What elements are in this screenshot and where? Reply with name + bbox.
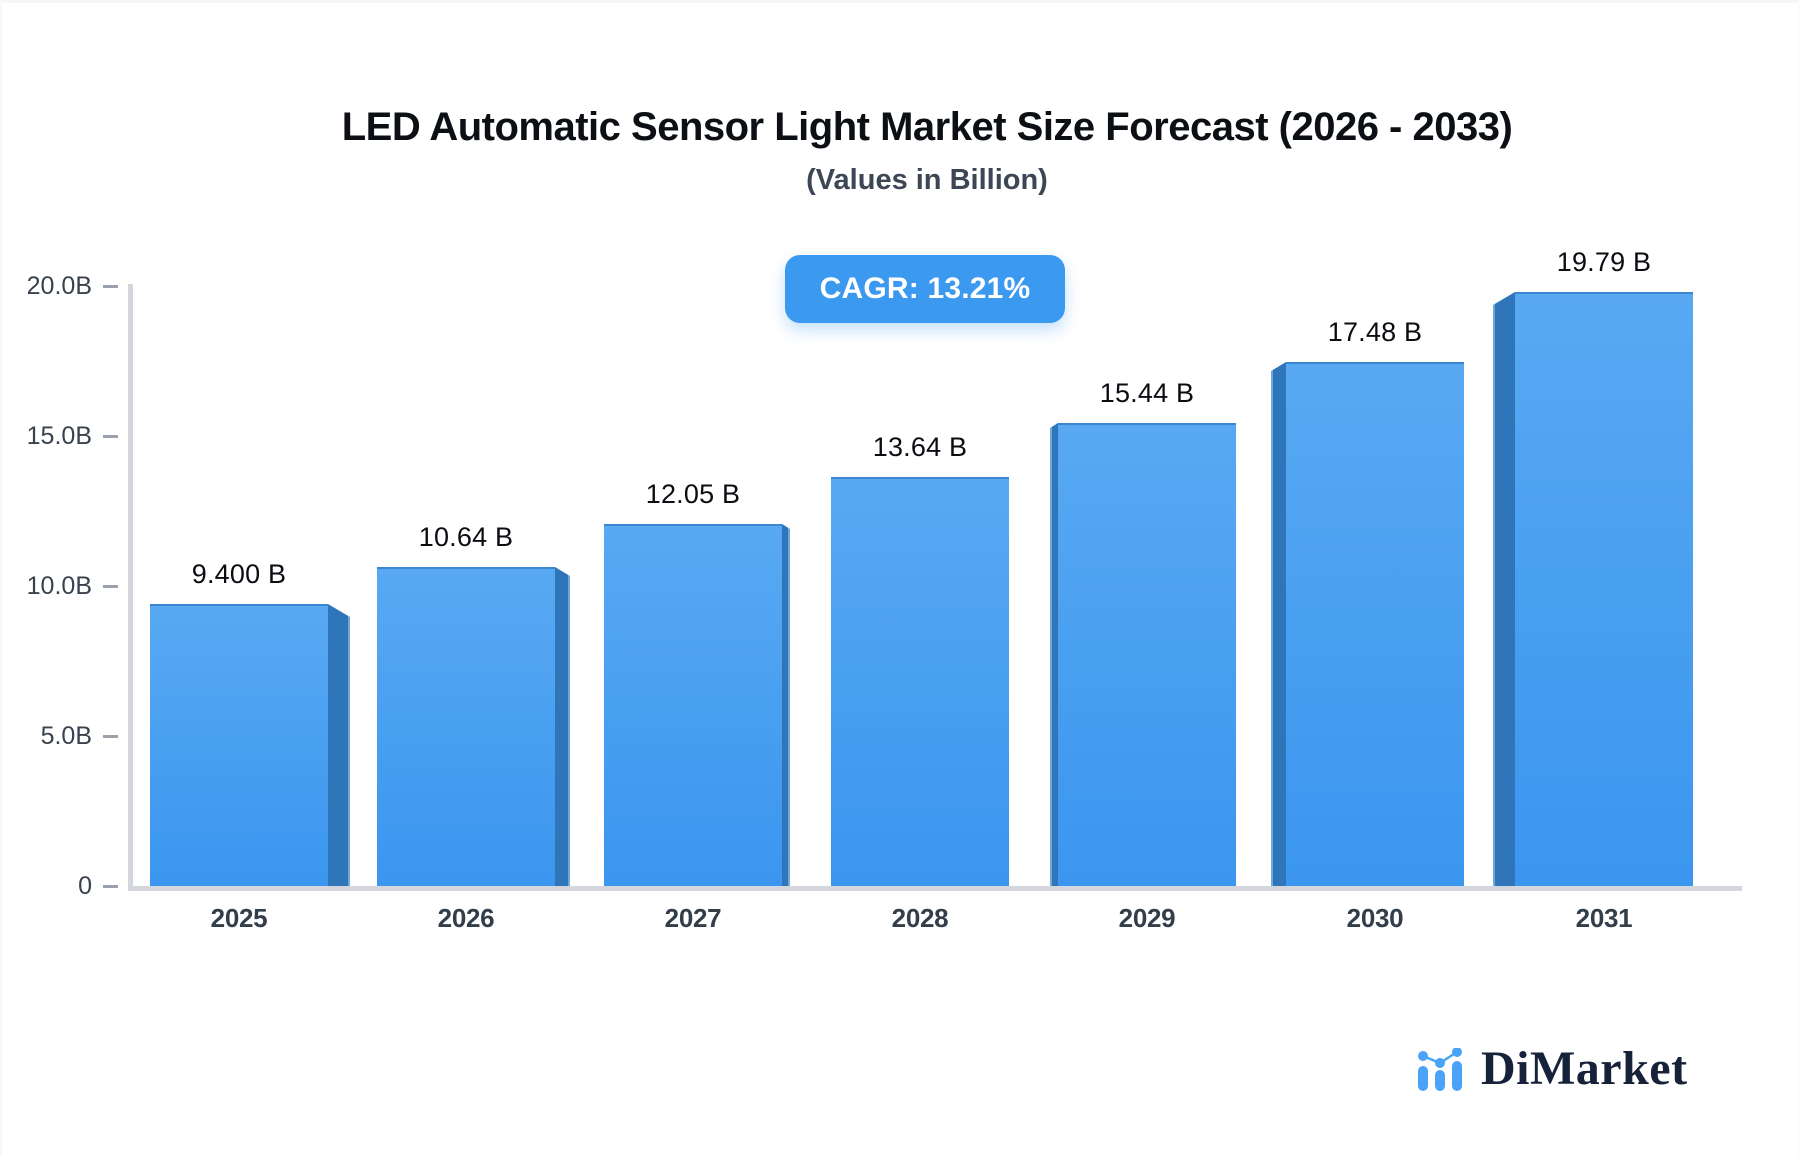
bar-side-2031 xyxy=(1493,292,1515,886)
x-axis-label-2029: 2029 xyxy=(1118,903,1176,933)
bar-2030 xyxy=(1286,362,1464,886)
bar-side-2029 xyxy=(1050,423,1058,886)
y-axis-tick-label: 10.0B xyxy=(26,572,92,600)
bar-value-label-2028: 13.64 B xyxy=(872,432,968,462)
x-axis-label-2030: 2030 xyxy=(1346,903,1404,933)
canvas-top-edge xyxy=(0,0,1800,3)
y-axis-tick-label: 0 xyxy=(78,872,92,900)
bar-side-2030 xyxy=(1271,362,1286,886)
brand-logo-text: DiMarket xyxy=(1481,1042,1688,1095)
bar-2031 xyxy=(1515,292,1693,886)
bar-2028 xyxy=(831,477,1009,886)
bar-value-label-2030: 17.48 B xyxy=(1327,317,1423,347)
bar-2027 xyxy=(604,524,782,886)
bar-side-2027 xyxy=(782,524,790,886)
y-axis-tick xyxy=(103,285,118,288)
bar-side-2025 xyxy=(328,604,350,886)
bar-value-label-2025: 9.400 B xyxy=(191,559,287,589)
cagr-badge-label: CAGR: 13.21% xyxy=(819,272,1031,305)
x-axis-line xyxy=(128,886,1742,891)
bar-value-label-2029: 15.44 B xyxy=(1099,378,1195,408)
x-axis-label-2031: 2031 xyxy=(1575,903,1633,933)
x-axis-label-2027: 2027 xyxy=(664,903,722,933)
cagr-badge: CAGR: 13.21% xyxy=(785,255,1065,323)
chart-header: LED Automatic Sensor Light Market Size F… xyxy=(27,0,1800,197)
bar-chart-logo-icon xyxy=(1418,1048,1462,1091)
bar-value-label-2027: 12.05 B xyxy=(645,479,741,509)
y-axis-tick xyxy=(103,435,118,438)
chart-subtitle: (Values in Billion) xyxy=(806,164,1048,196)
chart-title: LED Automatic Sensor Light Market Size F… xyxy=(341,105,1513,149)
y-axis-tick xyxy=(103,735,118,738)
x-axis-label-2028: 2028 xyxy=(891,903,949,933)
y-axis-line xyxy=(128,284,133,891)
y-axis-tick xyxy=(103,585,118,588)
bar-2025 xyxy=(150,604,328,886)
bar-value-label-2026: 10.64 B xyxy=(418,522,514,552)
bar-2029 xyxy=(1058,423,1236,886)
y-axis-tick-label: 20.0B xyxy=(26,272,92,300)
bar-value-label-2031: 19.79 B xyxy=(1556,247,1652,277)
bar-side-2026 xyxy=(555,567,570,886)
canvas-right-edge xyxy=(1798,0,1800,1156)
y-axis-tick-label: 5.0B xyxy=(40,722,92,750)
x-axis-label-2025: 2025 xyxy=(210,903,268,933)
y-axis-tick-label: 15.0B xyxy=(26,422,92,450)
x-axis-label-2026: 2026 xyxy=(437,903,495,933)
y-axis-tick xyxy=(103,885,118,888)
canvas-left-edge xyxy=(0,0,2,1156)
brand-logo: DiMarket xyxy=(1416,1042,1688,1096)
bar-2026 xyxy=(377,567,555,886)
